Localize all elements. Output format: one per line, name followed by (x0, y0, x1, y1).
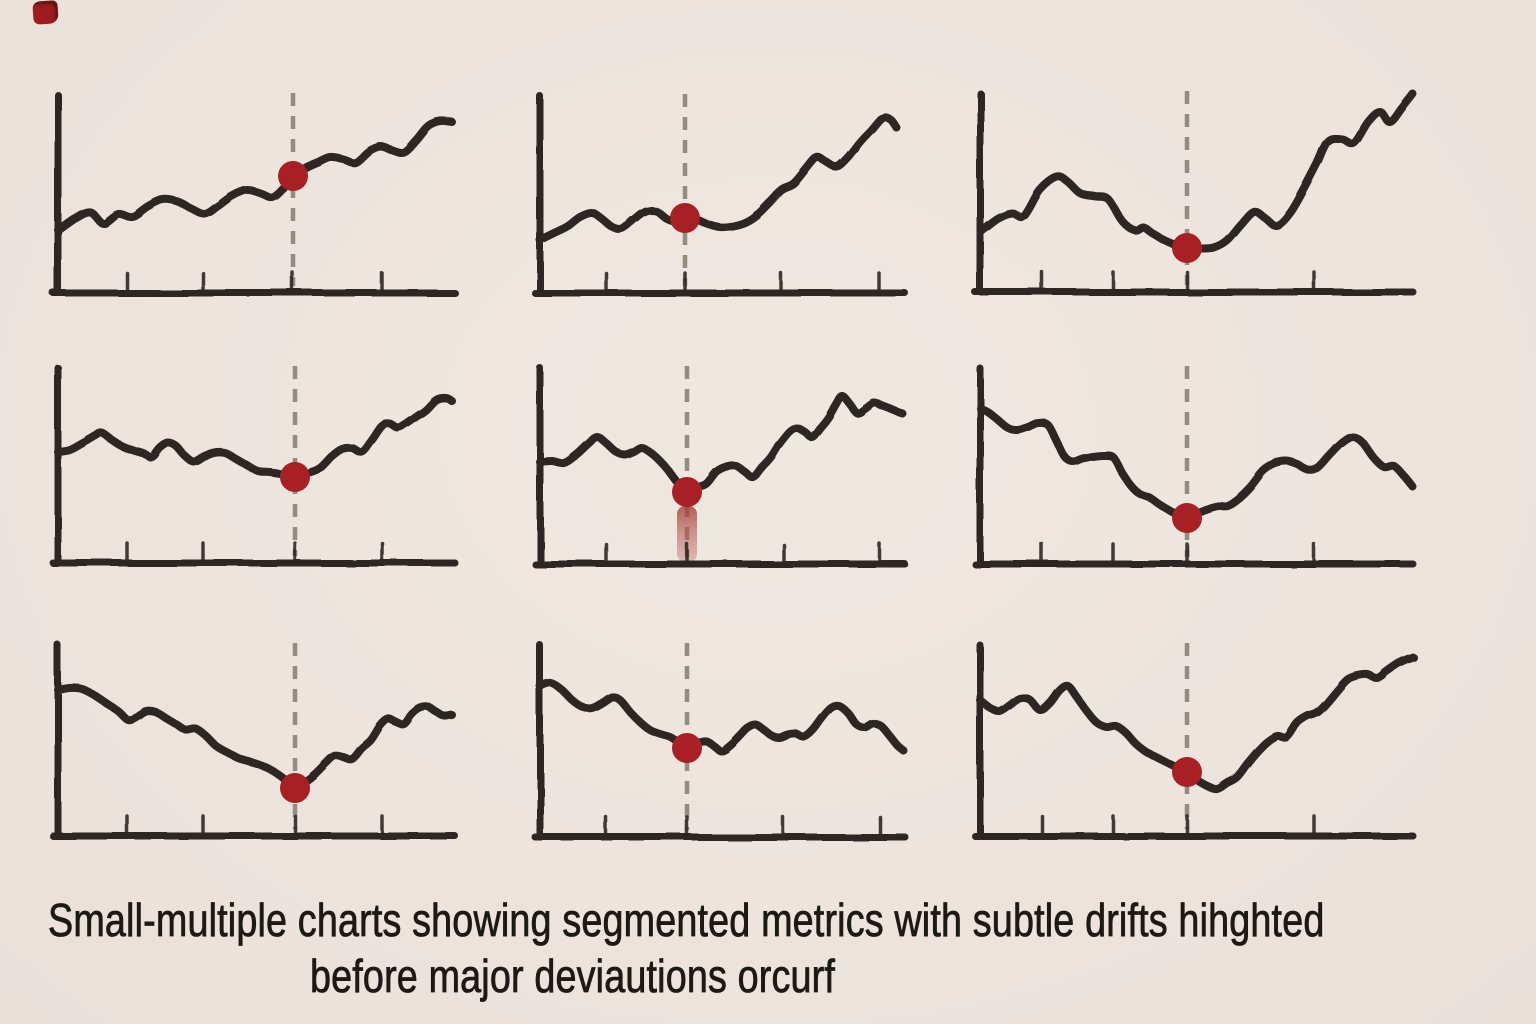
marker-dot (280, 462, 310, 492)
sparkline-panel-8 (531, 641, 909, 841)
sparkline-panel-7 (49, 641, 459, 840)
sparkline-panel-1 (49, 91, 459, 297)
sparkline-panel-5 (531, 364, 909, 568)
series-line (978, 90, 1417, 253)
series-line (54, 116, 456, 234)
caption-line-1: Small-multiple charts showing segmented … (48, 894, 1325, 947)
marker-dot (672, 733, 702, 763)
series-line (976, 404, 1416, 523)
series-line (536, 392, 907, 497)
marker-dot (278, 161, 308, 191)
marker-dot (280, 773, 310, 803)
marker-dot (672, 477, 702, 507)
series-line (54, 683, 456, 792)
series-line (536, 113, 901, 244)
sparkline-panel-3 (971, 89, 1417, 296)
sparkline-panel-6 (971, 364, 1417, 568)
series-line (54, 393, 456, 481)
sparkline-panel-4 (49, 364, 459, 567)
marker-dot (1172, 233, 1202, 263)
series-line (536, 678, 907, 755)
marker-dot (670, 203, 700, 233)
caption-line-2: before major deviautions orcurf (310, 950, 836, 1003)
marker-dot (1172, 503, 1202, 533)
sparkline-panel-2 (531, 92, 909, 297)
red-smudge (677, 506, 697, 562)
marker-dot (1172, 757, 1202, 787)
sparkline-panel-9 (971, 641, 1417, 840)
